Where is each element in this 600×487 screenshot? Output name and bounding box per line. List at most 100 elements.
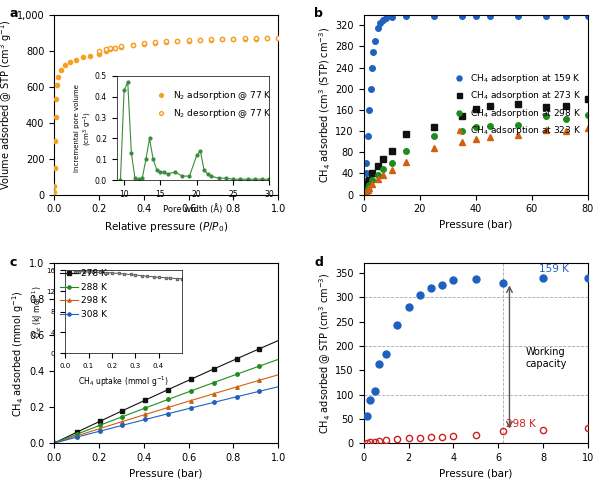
Y-axis label: Volume adsorbed @ STP (cm$^3$ g$^{-1}$): Volume adsorbed @ STP (cm$^3$ g$^{-1}$) xyxy=(0,19,14,190)
CH$_4$ adsorption at 273 K xyxy=(361,191,368,197)
308 K xyxy=(275,384,282,390)
N$_2$ desorption @ 77 K xyxy=(230,36,237,41)
N$_2$ adsorption @ 77 K xyxy=(102,48,109,54)
Y-axis label: CH$_4$ adsorbed (mmol g$^{-1}$): CH$_4$ adsorbed (mmol g$^{-1}$) xyxy=(10,290,26,416)
278 K xyxy=(127,404,134,410)
288 K xyxy=(275,356,282,362)
288 K xyxy=(50,440,58,446)
308 K xyxy=(127,420,134,426)
Line: 278 K: 278 K xyxy=(52,339,280,445)
CH$_4$ adsorption at 159 K xyxy=(363,160,370,166)
CH$_4$ adsorption at 273 K xyxy=(430,125,437,131)
CH$_4$ adsorption at 159 K xyxy=(364,133,371,139)
288 K xyxy=(115,415,122,421)
CH$_4$ adsorption at 323 K xyxy=(364,187,371,193)
CH$_4$ adsorption at 273 K xyxy=(514,101,521,107)
N$_2$ adsorption @ 77 K xyxy=(62,62,69,68)
CH$_4$ adsorption at 323 K xyxy=(514,132,521,138)
CH$_4$ adsorption at 298 K xyxy=(363,187,370,193)
CH$_4$ adsorption at 159 K xyxy=(370,49,377,55)
CH$_4$ adsorption at 323 K xyxy=(562,128,569,134)
N$_2$ desorption @ 77 K xyxy=(263,35,271,41)
N$_2$ adsorption @ 77 K xyxy=(230,36,237,42)
CH$_4$ adsorption at 159 K xyxy=(361,189,368,195)
CH$_4$ adsorption at 298 K xyxy=(584,112,592,118)
Y-axis label: CH$_4$ adsorbed @ STP (cm$^3$ cm$^{-3}$): CH$_4$ adsorbed @ STP (cm$^3$ cm$^{-3}$) xyxy=(317,272,332,434)
N$_2$ adsorption @ 77 K xyxy=(57,68,64,74)
CH$_4$ adsorption at 273 K xyxy=(472,106,479,112)
CH$_4$ adsorption at 298 K xyxy=(361,191,368,197)
288 K xyxy=(122,412,130,418)
CH$_4$ adsorption at 159 K xyxy=(367,86,374,92)
CH$_4$ adsorption at 298 K xyxy=(374,171,381,177)
CH$_4$ adsorption at 273 K xyxy=(458,113,466,119)
CH$_4$ adsorption at 273 K xyxy=(365,177,373,183)
Text: 159 K: 159 K xyxy=(539,264,569,275)
288 K xyxy=(107,418,115,424)
CH$_4$ adsorption at 323 K xyxy=(361,191,368,197)
CH$_4$ adsorption at 298 K xyxy=(402,149,409,154)
Line: CH$_4$ adsorption at 323 K: CH$_4$ adsorption at 323 K xyxy=(361,125,591,197)
CH$_4$ adsorption at 159 K xyxy=(514,13,521,19)
N$_2$ adsorption @ 77 K xyxy=(66,59,73,65)
288 K xyxy=(191,387,199,393)
CH$_4$ adsorption at 159 K xyxy=(361,184,368,189)
298 K xyxy=(50,440,58,446)
N$_2$ adsorption @ 77 K xyxy=(55,74,62,80)
N$_2$ adsorption @ 77 K xyxy=(54,82,61,88)
N$_2$ desorption @ 77 K xyxy=(196,37,203,42)
N$_2$ adsorption @ 77 K xyxy=(86,53,94,58)
CH$_4$ adsorption at 159 K xyxy=(371,38,379,44)
CH$_4$ adsorption at 273 K xyxy=(486,103,493,109)
CH$_4$ adsorption at 159 K xyxy=(472,13,479,19)
N$_2$ desorption @ 77 K xyxy=(208,36,215,42)
CH$_4$ adsorption at 273 K xyxy=(364,181,371,187)
N$_2$ desorption @ 77 K xyxy=(174,38,181,44)
X-axis label: Pressure (bar): Pressure (bar) xyxy=(439,220,512,230)
N$_2$ adsorption @ 77 K xyxy=(95,51,103,56)
Text: d: d xyxy=(314,256,323,269)
298 K xyxy=(275,372,282,377)
N$_2$ desorption @ 77 K xyxy=(185,37,192,43)
CH$_4$ adsorption at 159 K xyxy=(368,65,376,71)
N$_2$ adsorption @ 77 K xyxy=(73,56,80,62)
N$_2$ adsorption @ 77 K xyxy=(118,44,125,50)
CH$_4$ adsorption at 323 K xyxy=(542,127,550,133)
Line: 298 K: 298 K xyxy=(52,373,280,445)
N$_2$ adsorption @ 77 K xyxy=(53,96,60,102)
298 K xyxy=(122,417,130,423)
308 K xyxy=(191,404,199,410)
278 K xyxy=(50,440,58,446)
N$_2$ desorption @ 77 K xyxy=(118,43,125,49)
N$_2$ adsorption @ 77 K xyxy=(50,189,58,195)
CH$_4$ adsorption at 159 K xyxy=(362,170,369,176)
CH$_4$ adsorption at 298 K xyxy=(365,182,373,188)
Y-axis label: CH$_4$ adsorbed (cm$^3$ (STP) cm$^{-3}$): CH$_4$ adsorbed (cm$^3$ (STP) cm$^{-3}$) xyxy=(317,27,332,183)
CH$_4$ adsorption at 323 K xyxy=(368,181,376,187)
N$_2$ adsorption @ 77 K xyxy=(275,35,282,41)
Legend: CH$_4$ adsorption at 159 K, CH$_4$ adsorption at 273 K, CH$_4$ adsorption at 298: CH$_4$ adsorption at 159 K, CH$_4$ adsor… xyxy=(448,70,583,139)
298 K xyxy=(115,420,122,426)
N$_2$ desorption @ 77 K xyxy=(218,36,226,42)
278 K xyxy=(107,413,115,419)
CH$_4$ adsorption at 298 K xyxy=(562,116,569,122)
CH$_4$ adsorption at 323 K xyxy=(584,125,592,131)
CH$_4$ adsorption at 298 K xyxy=(486,123,493,129)
CH$_4$ adsorption at 298 K xyxy=(430,133,437,139)
N$_2$ adsorption @ 77 K xyxy=(163,39,170,45)
298 K xyxy=(191,396,199,402)
CH$_4$ adsorption at 323 K xyxy=(472,136,479,142)
CH$_4$ adsorption at 159 K xyxy=(584,13,592,19)
298 K xyxy=(88,428,95,434)
N$_2$ adsorption @ 77 K xyxy=(263,36,271,41)
N$_2$ desorption @ 77 K xyxy=(241,36,248,41)
CH$_4$ adsorption at 273 K xyxy=(402,131,409,137)
CH$_4$ adsorption at 298 K xyxy=(364,185,371,191)
Text: 298 K: 298 K xyxy=(506,419,536,429)
CH$_4$ adsorption at 323 K xyxy=(380,171,387,177)
N$_2$ desorption @ 77 K xyxy=(111,45,118,51)
N$_2$ adsorption @ 77 K xyxy=(80,55,87,60)
308 K xyxy=(88,430,95,436)
N$_2$ adsorption @ 77 K xyxy=(196,37,203,43)
CH$_4$ adsorption at 298 K xyxy=(380,167,387,172)
